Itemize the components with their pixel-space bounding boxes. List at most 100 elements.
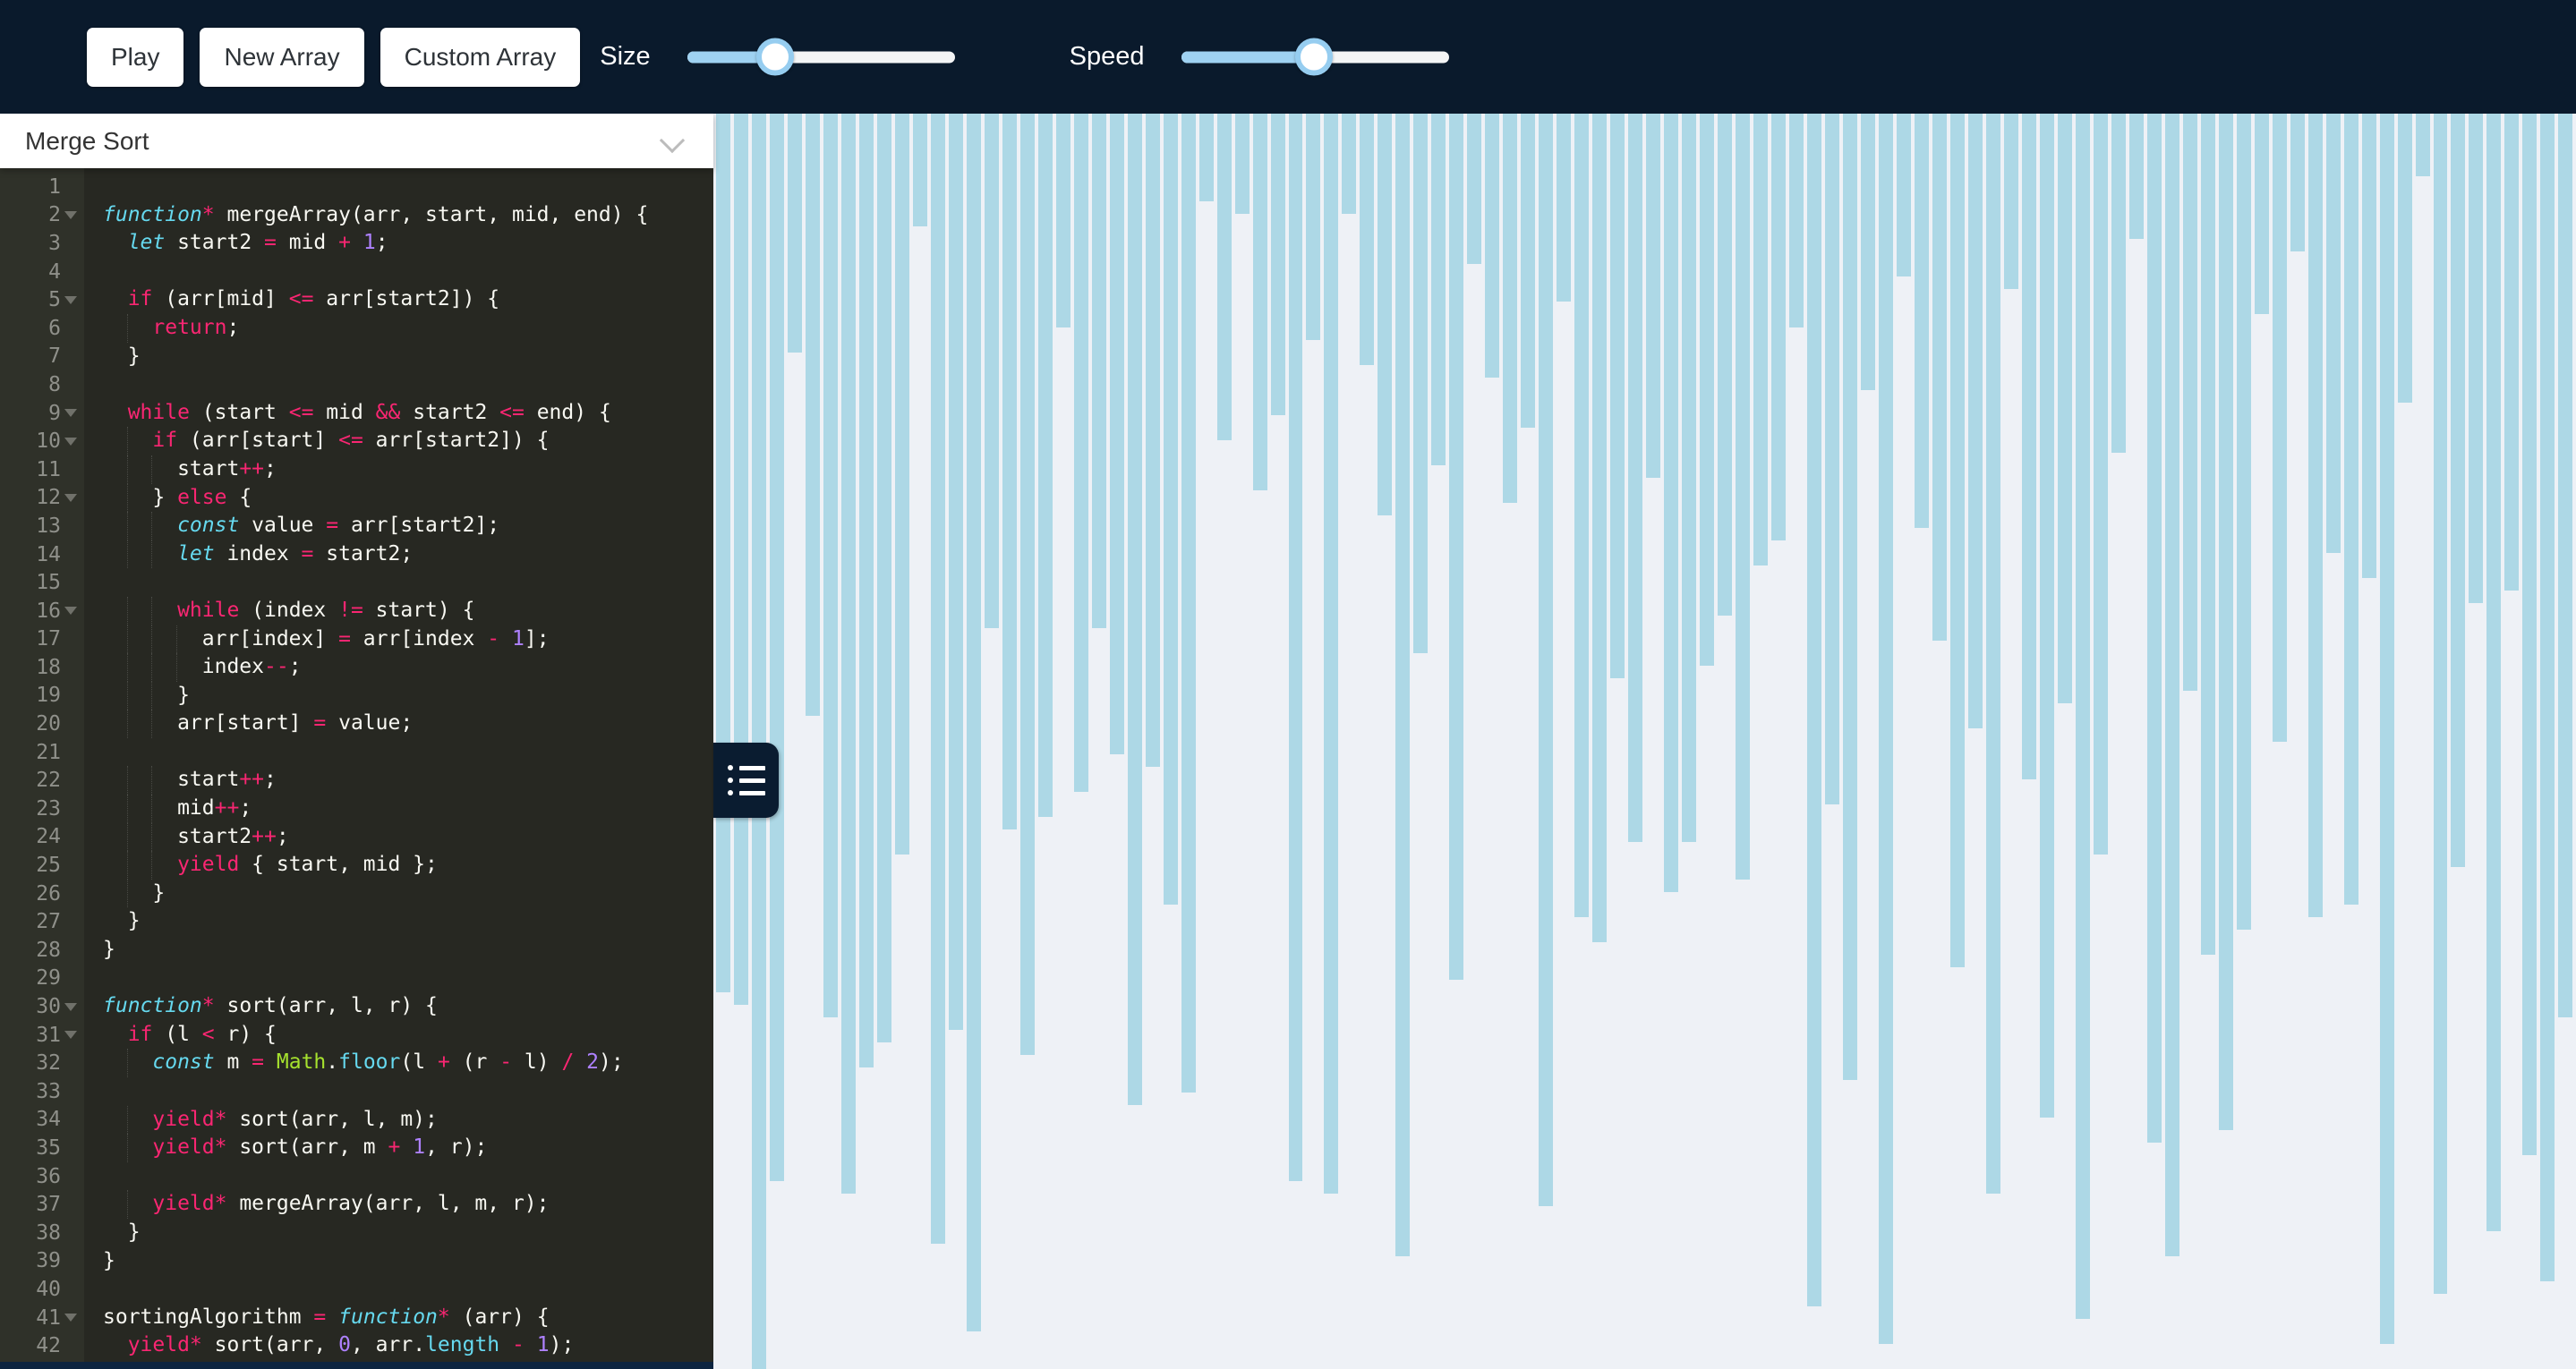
fold-arrow-icon[interactable] — [61, 493, 81, 502]
code-line: 24 start2++; — [0, 822, 713, 852]
fold-arrow-icon[interactable] — [61, 1314, 81, 1322]
array-bar — [1664, 114, 1679, 892]
speed-slider[interactable] — [1181, 38, 1449, 76]
fold-arrow-icon[interactable] — [61, 295, 81, 304]
speed-slider-thumb[interactable] — [1294, 38, 1333, 76]
code-line: 21 — [0, 737, 713, 767]
array-bar — [2397, 114, 2412, 403]
array-bar — [894, 114, 909, 855]
array-bar — [1145, 114, 1160, 767]
array-bar — [858, 114, 874, 1068]
array-bar — [930, 114, 945, 1244]
array-bar — [1324, 114, 1339, 1194]
array-bar — [1503, 114, 1518, 503]
array-bar — [716, 114, 730, 993]
size-slider-thumb[interactable] — [756, 38, 795, 76]
array-bar — [1843, 114, 1857, 1081]
array-bar — [751, 114, 766, 1369]
array-bar — [1216, 114, 1232, 440]
fold-arrow-icon[interactable] — [61, 210, 81, 219]
chevron-down-icon — [659, 127, 686, 154]
array-bar — [2075, 114, 2090, 1319]
fold-arrow-icon[interactable] — [61, 607, 81, 616]
code-line: 22 start++; — [0, 766, 713, 795]
array-bar — [1467, 114, 1482, 265]
array-bar — [2415, 114, 2430, 177]
array-bar — [1360, 114, 1375, 365]
size-slider[interactable] — [687, 38, 955, 76]
fold-arrow-icon[interactable] — [61, 1002, 81, 1011]
code-line: 28} — [0, 936, 713, 965]
array-bar — [2057, 114, 2072, 704]
array-bar — [1449, 114, 1464, 981]
code-line: 35 yield* sort(arr, m + 1, r); — [0, 1134, 713, 1162]
array-bar — [1807, 114, 1822, 1306]
array-bar — [2469, 114, 2484, 604]
array-bar — [1932, 114, 1947, 642]
array-bar — [2504, 114, 2520, 591]
array-bar — [912, 114, 927, 227]
array-bar — [1091, 114, 1106, 629]
algorithm-select-value: Merge Sort — [25, 126, 149, 155]
fold-arrow-icon[interactable] — [61, 1031, 81, 1040]
array-bar — [1521, 114, 1536, 428]
array-bar — [1949, 114, 1965, 968]
array-bar — [1252, 114, 1267, 490]
array-bar — [2146, 114, 2162, 1144]
code-editor[interactable]: 1 2 function* mergeArray(arr, start, mid, … — [0, 168, 713, 1369]
editor-hscrollbar[interactable] — [0, 1362, 713, 1369]
array-bar — [1557, 114, 1572, 302]
code-line: 33 — [0, 1077, 713, 1106]
code-line: 2 function* mergeArray(arr, start, mid, e… — [0, 200, 713, 230]
array-bar — [1682, 114, 1697, 842]
array-bar — [1395, 114, 1411, 1256]
code-line: 7 } — [0, 342, 713, 371]
array-bar — [1861, 114, 1875, 390]
code-line: 36 — [0, 1161, 713, 1191]
array-bar — [2361, 114, 2376, 579]
code-line: 15 — [0, 568, 713, 597]
code-line: 27 } — [0, 907, 713, 937]
size-slider-track[interactable] — [687, 38, 955, 76]
array-bar — [2540, 114, 2555, 1281]
log-list-button[interactable] — [713, 743, 779, 818]
custom-array-button[interactable]: Custom Array — [380, 27, 581, 87]
array-bar — [1306, 114, 1321, 340]
array-bar — [805, 114, 820, 717]
code-line: 8 — [0, 370, 713, 399]
fold-arrow-icon[interactable] — [61, 409, 81, 418]
new-array-button[interactable]: New Array — [200, 27, 364, 87]
array-bar — [876, 114, 891, 1043]
play-button[interactable]: Play — [87, 27, 184, 87]
array-bar — [1109, 114, 1124, 754]
code-line: 34 yield* sort(arr, l, m); — [0, 1105, 713, 1135]
fold-arrow-icon[interactable] — [61, 437, 81, 446]
code-line: 14 let index = start2; — [0, 540, 713, 569]
code-line: 10 if (arr[start] <= arr[start2]) { — [0, 427, 713, 455]
array-bar — [2272, 114, 2287, 742]
editor-lines: 1 2 function* mergeArray(arr, start, mid, … — [0, 168, 713, 1360]
array-bar — [2111, 114, 2126, 453]
code-line: 19 } — [0, 681, 713, 710]
speed-slider-track[interactable] — [1181, 38, 1449, 76]
size-slider-label: Size — [600, 42, 651, 71]
array-bar — [2290, 114, 2305, 252]
code-line: 5 if (arr[mid] <= arr[start2]) { — [0, 285, 713, 314]
size-slider-fill — [687, 51, 776, 63]
speed-slider-label: Speed — [1069, 42, 1145, 71]
array-bar — [2021, 114, 2036, 779]
list-icon — [727, 765, 765, 795]
array-bar — [948, 114, 963, 1031]
array-bar — [2200, 114, 2215, 955]
array-bar — [1002, 114, 1017, 829]
code-line: 42 yield* sort(arr, 0, arr.length - 1); — [0, 1331, 713, 1360]
array-bar — [2003, 114, 2018, 290]
code-line: 20 arr[start] = value; — [0, 710, 713, 738]
array-bar — [1127, 114, 1142, 1106]
algorithm-select[interactable]: Merge Sort — [0, 114, 713, 168]
array-bar — [840, 114, 856, 1194]
array-bar — [1967, 114, 1983, 729]
array-bar — [2325, 114, 2341, 554]
array-bar — [2522, 114, 2538, 1156]
array-bar — [787, 114, 802, 353]
